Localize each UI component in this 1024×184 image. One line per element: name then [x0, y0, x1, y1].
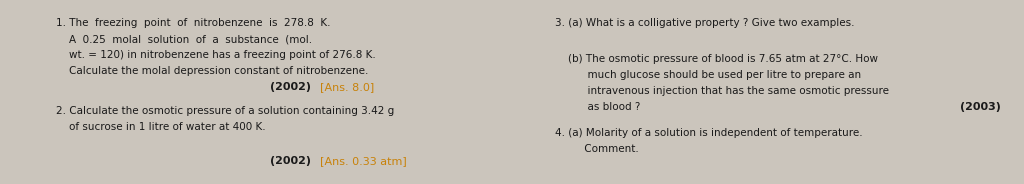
Text: 1. The  freezing  point  of  nitrobenzene  is  278.8  K.: 1. The freezing point of nitrobenzene is…: [56, 18, 331, 28]
Text: (2002): (2002): [270, 156, 311, 166]
Text: (b) The osmotic pressure of blood is 7.65 atm at 27°C. How: (b) The osmotic pressure of blood is 7.6…: [555, 54, 878, 64]
Text: wt. = 120) in nitrobenzene has a freezing point of 276.8 K.: wt. = 120) in nitrobenzene has a freezin…: [56, 50, 376, 60]
Text: as blood ?: as blood ?: [555, 102, 640, 112]
Text: Calculate the molal depression constant of nitrobenzene.: Calculate the molal depression constant …: [56, 66, 369, 76]
Text: intravenous injection that has the same osmotic pressure: intravenous injection that has the same …: [555, 86, 889, 96]
Text: 2. Calculate the osmotic pressure of a solution containing 3.42 g: 2. Calculate the osmotic pressure of a s…: [56, 106, 394, 116]
Text: (2002): (2002): [270, 82, 311, 92]
Text: of sucrose in 1 litre of water at 400 K.: of sucrose in 1 litre of water at 400 K.: [56, 122, 266, 132]
Text: [Ans. 0.33 atm]: [Ans. 0.33 atm]: [319, 156, 407, 166]
Text: A  0.25  molal  solution  of  a  substance  (mol.: A 0.25 molal solution of a substance (mo…: [56, 34, 312, 44]
Text: (2003): (2003): [961, 102, 1000, 112]
Text: [Ans. 8.0]: [Ans. 8.0]: [319, 82, 374, 92]
Text: much glucose should be used per litre to prepare an: much glucose should be used per litre to…: [555, 70, 861, 80]
Text: 4. (a) Molarity of a solution is independent of temperature.: 4. (a) Molarity of a solution is indepen…: [555, 128, 862, 138]
Text: 3. (a) What is a colligative property ? Give two examples.: 3. (a) What is a colligative property ? …: [555, 18, 854, 28]
Text: Comment.: Comment.: [555, 144, 639, 154]
